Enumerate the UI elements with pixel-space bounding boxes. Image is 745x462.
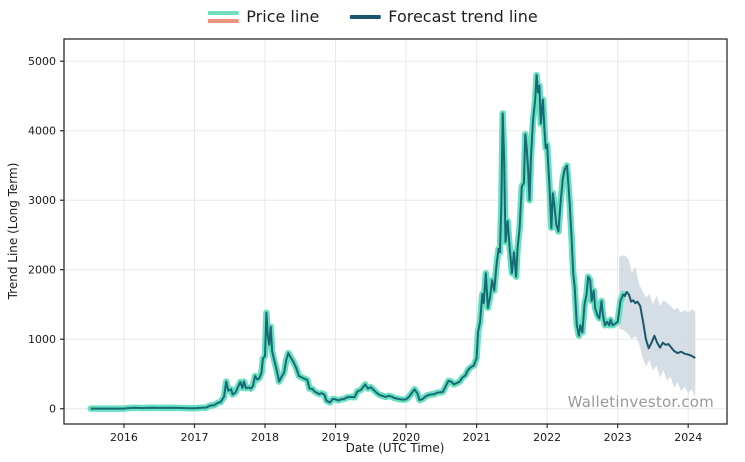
x-tick-label: 2018	[251, 431, 279, 444]
x-tick-label: 2022	[533, 431, 561, 444]
y-tick-label: 1000	[28, 333, 56, 346]
legend-label-forecast-trend-line: Forecast trend line	[388, 7, 538, 26]
x-axis-title: Date (UTC Time)	[346, 441, 445, 455]
legend-label-price-line: Price line	[246, 7, 320, 26]
x-tick-label: 2017	[180, 431, 208, 444]
x-tick-label: 2019	[322, 431, 350, 444]
y-tick-label: 4000	[28, 125, 56, 138]
legend-item-forecast-trend-line: Forecast trend line	[349, 7, 538, 26]
forecast-line-swatch	[349, 14, 381, 19]
x-tick-label: 2023	[604, 431, 632, 444]
chart-legend: Price line Forecast trend line	[207, 7, 538, 26]
price-line-swatch-top	[207, 10, 239, 15]
x-tick-label: 2021	[463, 431, 491, 444]
price-line	[90, 74, 625, 410]
y-tick-label: 0	[49, 403, 56, 416]
y-tick-label: 5000	[28, 55, 56, 68]
y-tick-label: 2000	[28, 264, 56, 277]
x-tick-label: 2020	[392, 431, 420, 444]
plot-background	[64, 39, 727, 424]
forecast-confidence-band	[619, 255, 696, 398]
axes-spines	[63, 38, 728, 425]
forecast-line-swatch-icon	[349, 14, 381, 19]
y-tick-label: 3000	[28, 194, 56, 207]
watermark: Walletinvestor.com	[567, 393, 714, 411]
price-line-swatch-icon	[207, 10, 239, 23]
x-tick-label: 2024	[674, 431, 702, 444]
price-line-swatch-bottom	[207, 18, 239, 23]
forecast-trend-line	[622, 291, 696, 359]
y-axis-title: Trend Line (Long Term)	[6, 163, 20, 301]
legend-item-price-line: Price line	[207, 7, 319, 26]
x-tick-label: 2016	[110, 431, 138, 444]
plot-area: 2016 2017 2018 2019 2020 2021 2022 2023 2024 0 100…	[28, 38, 728, 444]
